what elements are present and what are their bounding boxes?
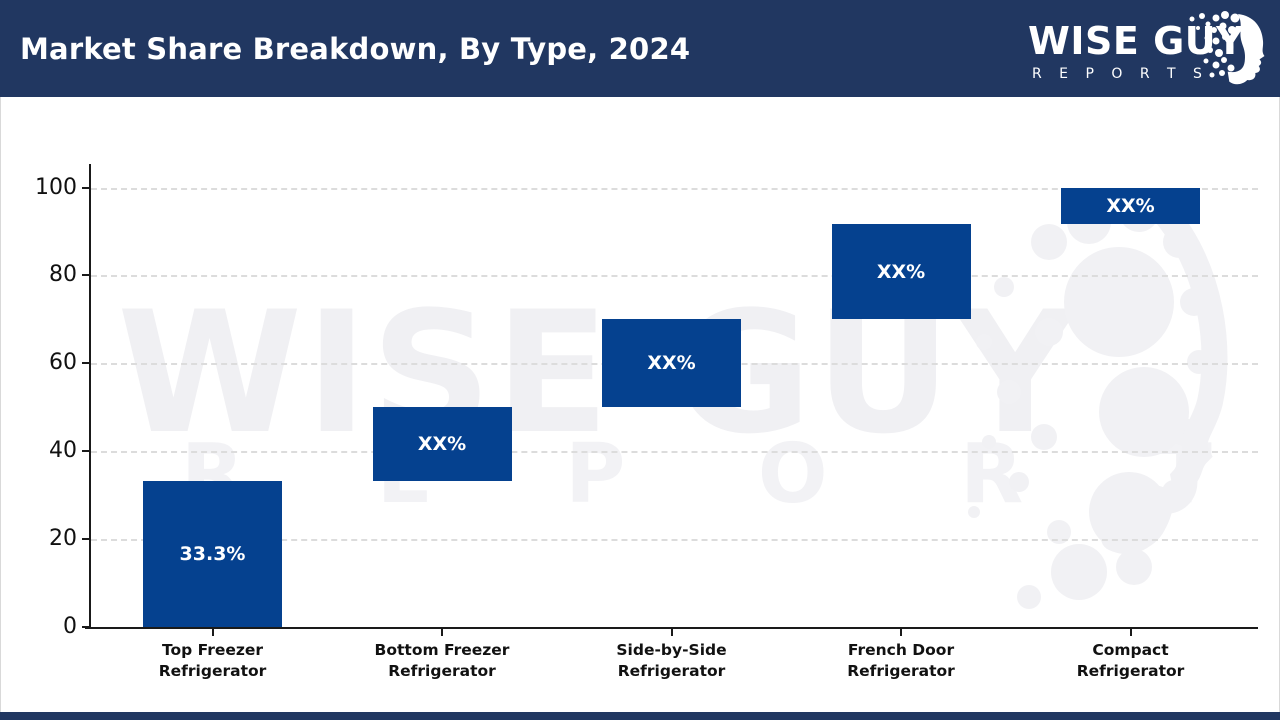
bar: XX% bbox=[1061, 187, 1200, 225]
x-tick bbox=[441, 629, 443, 636]
y-tick bbox=[82, 450, 89, 453]
watermark-head-icon bbox=[968, 192, 1228, 609]
x-category-label: Side-by-Side Refrigerator bbox=[616, 641, 727, 680]
x-category-label: Compact Refrigerator bbox=[1076, 641, 1185, 680]
plot-area: 0 20 40 60 80 100 33.3% Top Freezer Refrigerato… bbox=[35, 164, 1258, 680]
x-category-label: Bottom Freezer Refrigerator bbox=[374, 641, 510, 680]
y-tick-label: 0 bbox=[63, 614, 77, 639]
bar-value-label: XX% bbox=[1106, 194, 1155, 217]
y-tick-label: 80 bbox=[49, 262, 77, 288]
gridline bbox=[91, 451, 1258, 454]
y-tick bbox=[82, 538, 89, 541]
chart-area: WISE GUY R E P O R T S 020 bbox=[0, 97, 1280, 712]
y-tick bbox=[82, 626, 89, 628]
y-tick-label: 20 bbox=[49, 526, 77, 552]
logo-reports-text: R E P O R T S bbox=[1032, 66, 1208, 82]
gridline bbox=[91, 275, 1258, 278]
x-tick bbox=[1129, 629, 1132, 636]
x-tick bbox=[211, 629, 214, 636]
bar-value-label: 33.3% bbox=[179, 542, 246, 565]
page-title: Market Share Breakdown, By Type, 2024 bbox=[20, 31, 691, 66]
bar: XX% bbox=[831, 224, 971, 320]
y-tick-label: 100 bbox=[35, 174, 77, 200]
y-tick bbox=[82, 274, 89, 277]
logo-wordmark: WISE GUY bbox=[1028, 19, 1244, 63]
brand-logo: WISE GUY R E P O R T S bbox=[1028, 11, 1265, 85]
y-axis-spine bbox=[89, 164, 91, 629]
x-tick bbox=[900, 629, 902, 636]
y-tick bbox=[82, 186, 89, 189]
bar-value-label: XX% bbox=[417, 432, 467, 455]
bar-value-label: XX% bbox=[876, 260, 926, 283]
bar: XX% bbox=[602, 319, 741, 408]
gridline bbox=[91, 187, 1258, 190]
bar-value-label: XX% bbox=[647, 352, 696, 375]
x-category-label: French Door Refrigerator bbox=[847, 641, 955, 680]
bar: 33.3% bbox=[143, 480, 282, 627]
x-axis-spine bbox=[85, 627, 1258, 629]
y-tick-label: 40 bbox=[49, 438, 77, 464]
bar: XX% bbox=[372, 407, 512, 481]
gridline bbox=[91, 539, 1258, 542]
logo-head-icon bbox=[1189, 11, 1265, 85]
y-tick-label: 60 bbox=[49, 350, 77, 376]
footer-bar bbox=[0, 712, 1280, 720]
y-tick bbox=[82, 362, 89, 365]
header-bar: Market Share Breakdown, By Type, 2024 WI… bbox=[0, 0, 1280, 97]
x-category-label: Top Freezer Refrigerator bbox=[158, 641, 267, 680]
x-tick bbox=[670, 629, 673, 636]
